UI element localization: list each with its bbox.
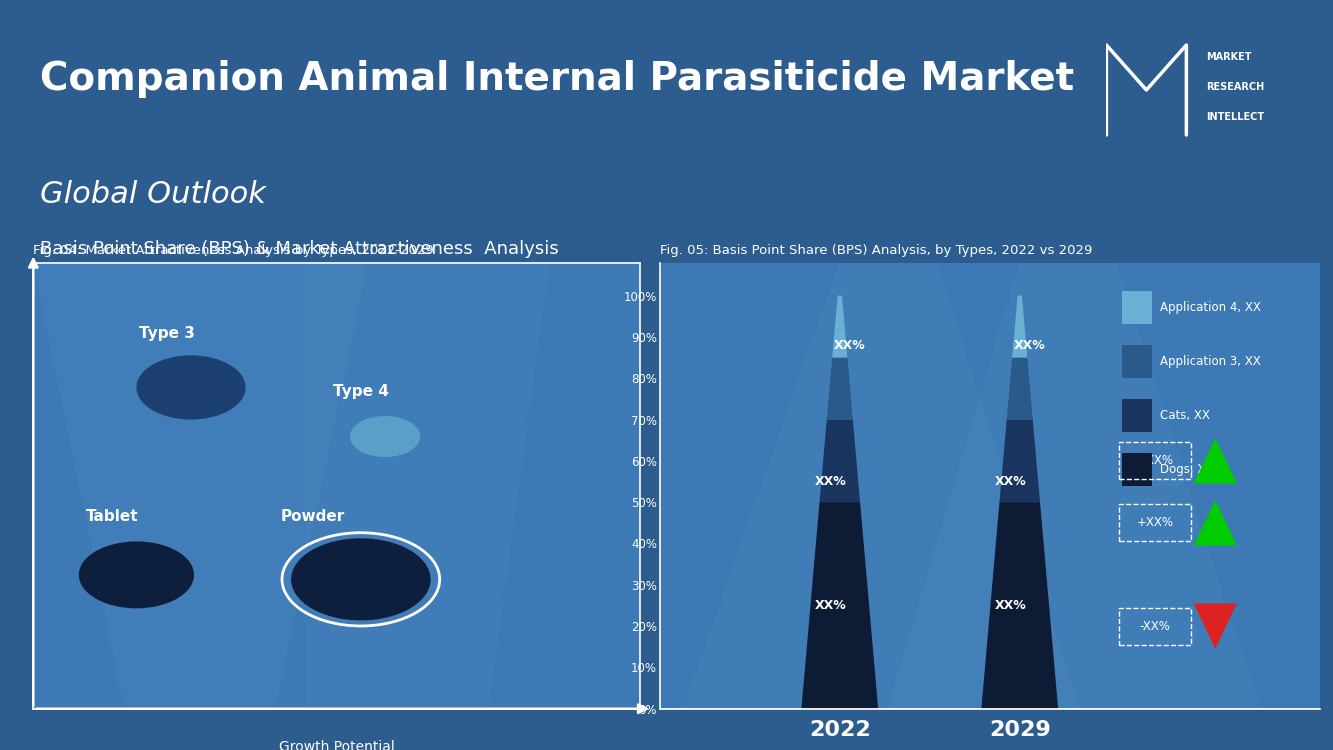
Polygon shape [888, 262, 1260, 709]
Polygon shape [33, 262, 367, 709]
Polygon shape [981, 503, 1058, 709]
Polygon shape [1006, 358, 1033, 419]
Polygon shape [820, 419, 860, 503]
Text: XX%: XX% [1013, 339, 1045, 352]
Text: Application 3, XX: Application 3, XX [1160, 356, 1261, 368]
Text: +XX%: +XX% [1137, 516, 1174, 530]
Polygon shape [1194, 500, 1237, 545]
Text: Tablet: Tablet [85, 509, 139, 524]
Text: INTELLECT: INTELLECT [1206, 112, 1265, 122]
Text: Basis Point Share (BPS) & Market Attractiveness  Analysis: Basis Point Share (BPS) & Market Attract… [40, 240, 559, 258]
Polygon shape [801, 503, 878, 709]
Text: CAGR 2022-2029: CAGR 2022-2029 [0, 426, 4, 545]
Text: Growth Potential: Growth Potential [279, 740, 395, 750]
Text: XX%: XX% [814, 599, 846, 612]
Bar [1122, 452, 1152, 486]
Text: XX%: XX% [814, 475, 846, 488]
Polygon shape [1194, 604, 1237, 649]
Polygon shape [1000, 419, 1040, 503]
Bar [1122, 345, 1152, 378]
Bar [1122, 399, 1152, 432]
Polygon shape [1194, 438, 1237, 484]
Bar [1122, 292, 1152, 325]
Text: Dogs, XX: Dogs, XX [1160, 463, 1213, 476]
Text: MARKET: MARKET [1206, 53, 1252, 62]
Text: Fig. 04: Market Attractiveness Analysis by Types, 2022-2029: Fig. 04: Market Attractiveness Analysis … [33, 244, 435, 257]
Text: XX%: XX% [994, 599, 1026, 612]
Text: +XX%: +XX% [1137, 454, 1174, 467]
Ellipse shape [351, 416, 420, 457]
Ellipse shape [291, 538, 431, 620]
Polygon shape [832, 296, 848, 358]
Polygon shape [307, 262, 549, 709]
Text: XX%: XX% [833, 339, 865, 352]
Text: Global Outlook: Global Outlook [40, 180, 265, 209]
Text: -XX%: -XX% [1140, 620, 1170, 632]
Text: Companion Animal Internal Parasiticide Market: Companion Animal Internal Parasiticide M… [40, 60, 1074, 98]
Polygon shape [684, 262, 1080, 709]
Text: Type 4: Type 4 [333, 385, 389, 400]
Ellipse shape [136, 356, 245, 419]
Text: Type 3: Type 3 [139, 326, 195, 341]
Text: RESEARCH: RESEARCH [1206, 82, 1265, 92]
Ellipse shape [79, 542, 195, 608]
Text: XX%: XX% [994, 475, 1026, 488]
Text: Application 4, XX: Application 4, XX [1160, 302, 1261, 314]
Text: Fig. 05: Basis Point Share (BPS) Analysis, by Types, 2022 vs 2029: Fig. 05: Basis Point Share (BPS) Analysi… [660, 244, 1092, 257]
Text: Powder: Powder [280, 509, 344, 524]
Text: Cats, XX: Cats, XX [1160, 409, 1210, 422]
Polygon shape [1012, 296, 1028, 358]
Polygon shape [826, 358, 853, 419]
